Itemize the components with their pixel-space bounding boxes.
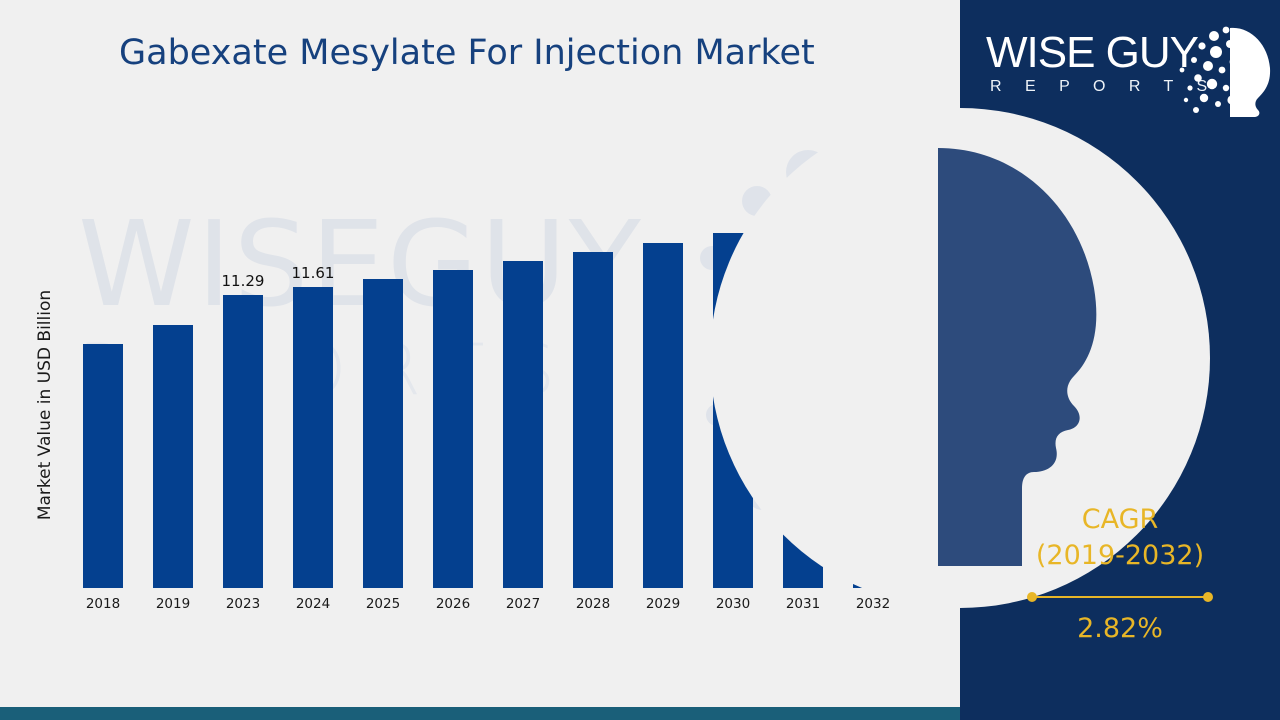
bar-slot xyxy=(348,150,418,588)
bar-2024 xyxy=(293,287,333,588)
x-tick-2028: 2028 xyxy=(575,596,611,612)
cagr-block: CAGR (2019-2032) 2.82% xyxy=(960,502,1280,644)
bar-2028 xyxy=(573,252,613,588)
bar-2018 xyxy=(83,344,123,588)
x-tick-2032: 2032 xyxy=(855,596,891,612)
x-axis-tick-labels: 2018 2019 2023 2024 2025 2026 2027 2028 2029 2030… xyxy=(68,0,908,612)
x-tick-2029: 2029 xyxy=(645,596,681,612)
bar-2027 xyxy=(503,261,543,588)
cagr-label: CAGR xyxy=(1081,504,1159,535)
x-tick-2031: 2031 xyxy=(785,596,821,612)
bar-slot xyxy=(138,150,208,588)
x-tick-2027: 2027 xyxy=(505,596,541,612)
footer-accent-bar xyxy=(0,707,960,720)
divider-line xyxy=(1033,595,1207,598)
bar-2025 xyxy=(363,278,403,588)
logo-tagline: R E P O R T S xyxy=(990,78,1217,95)
bar-value-label-2023: 11.29 xyxy=(221,272,265,291)
x-tick-2030: 2030 xyxy=(715,596,751,612)
bar-value-label-2024: 11.61 xyxy=(291,264,335,283)
x-tick-2023: 2023 xyxy=(225,596,261,612)
x-tick-2024: 2024 xyxy=(295,596,331,612)
cagr-divider xyxy=(1027,591,1213,603)
y-axis-label: Market Value in USD Billion xyxy=(35,289,55,521)
x-tick-2018: 2018 xyxy=(85,596,121,612)
bar-2019 xyxy=(153,325,193,588)
bar-slot xyxy=(68,150,138,588)
bar-slot: 11.61 xyxy=(278,150,348,588)
divider-dot-right xyxy=(1203,591,1213,602)
head-silhouette-icon xyxy=(938,148,1097,566)
bar-2026 xyxy=(433,270,473,588)
page-title: Gabexate Mesylate For Injection Market xyxy=(119,33,815,73)
bar-slot: 11.29 xyxy=(208,150,278,588)
cagr-period: (2019-2032) xyxy=(1035,540,1205,572)
brand-logo: WISE GUY R E P O R T S xyxy=(974,26,1271,118)
x-tick-2026: 2026 xyxy=(435,596,471,612)
x-tick-2025: 2025 xyxy=(365,596,401,612)
x-tick-2019: 2019 xyxy=(155,596,191,612)
bar-2029 xyxy=(643,243,683,588)
logo-wordmark: WISE GUY xyxy=(986,28,1199,77)
bar-slot xyxy=(558,150,628,588)
logo-particle-head-icon xyxy=(1179,26,1271,117)
bar-slot xyxy=(418,150,488,588)
cagr-value: 2.82% xyxy=(1077,612,1163,644)
bar-2023 xyxy=(223,295,263,588)
bar-slot xyxy=(628,150,698,588)
bar-slot xyxy=(488,150,558,588)
side-panel: WISE GUY R E P O R T S CAGR (2019-2032) xyxy=(710,0,1280,720)
divider-dot-left xyxy=(1027,591,1037,602)
